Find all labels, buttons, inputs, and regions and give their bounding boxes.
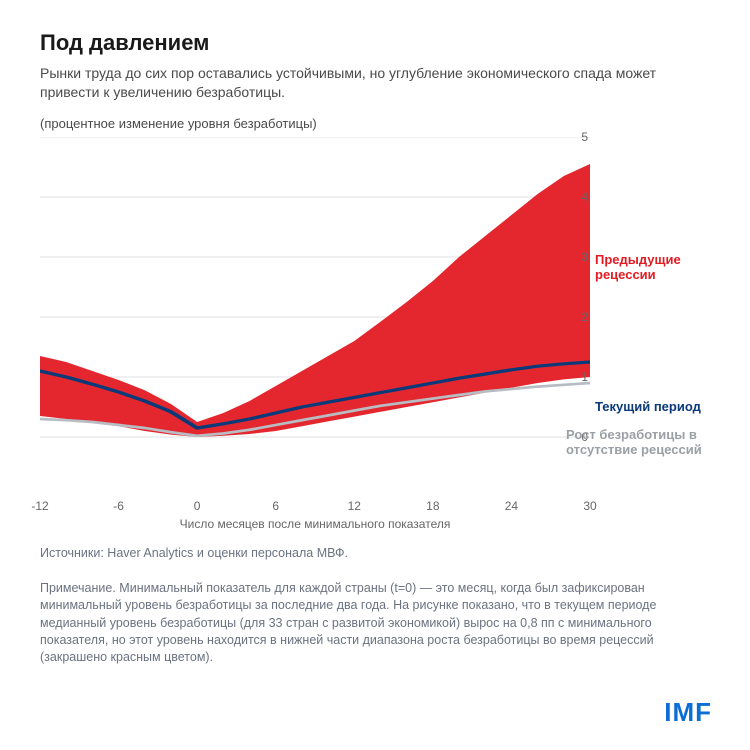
- x-tick-labels: -12-60612182430: [40, 499, 590, 515]
- chart-subtitle: Рынки труда до сих пор оставались устойч…: [40, 64, 660, 102]
- y-tick-label: 3: [581, 250, 588, 264]
- x-tick-label: 24: [505, 499, 518, 513]
- y-axis-unit: (процентное изменение уровня безработицы…: [40, 116, 710, 131]
- legend-previous-recessions: Предыдущие рецессии: [595, 252, 710, 283]
- x-tick-label: 0: [194, 499, 201, 513]
- x-tick-label: -12: [31, 499, 48, 513]
- chart-area: 012345 Предыдущие рецессии Текущий перио…: [40, 137, 710, 527]
- x-tick-label: -6: [113, 499, 124, 513]
- page: Под давлением Рынки труда до сих пор ост…: [0, 0, 750, 750]
- y-tick-label: 2: [581, 310, 588, 324]
- legend-no-recession: Рост безработицы в отсутствие рецессий: [566, 427, 716, 458]
- sources-text: Источники: Haver Analytics и оценки перс…: [40, 545, 660, 562]
- x-axis-title: Число месяцев после минимального показат…: [40, 517, 590, 531]
- x-tick-label: 12: [348, 499, 361, 513]
- y-tick-label: 1: [581, 370, 588, 384]
- y-tick-label: 5: [581, 130, 588, 144]
- note-text: Примечание. Минимальный показатель для к…: [40, 580, 660, 666]
- x-tick-label: 18: [426, 499, 439, 513]
- imf-logo: IMF: [664, 697, 712, 728]
- chart-svg: [40, 137, 590, 497]
- legend-current-period: Текущий период: [595, 399, 710, 415]
- chart-title: Под давлением: [40, 30, 710, 56]
- chart-plot: [40, 137, 590, 497]
- y-tick-label: 4: [581, 190, 588, 204]
- x-tick-label: 30: [583, 499, 596, 513]
- x-tick-label: 6: [272, 499, 279, 513]
